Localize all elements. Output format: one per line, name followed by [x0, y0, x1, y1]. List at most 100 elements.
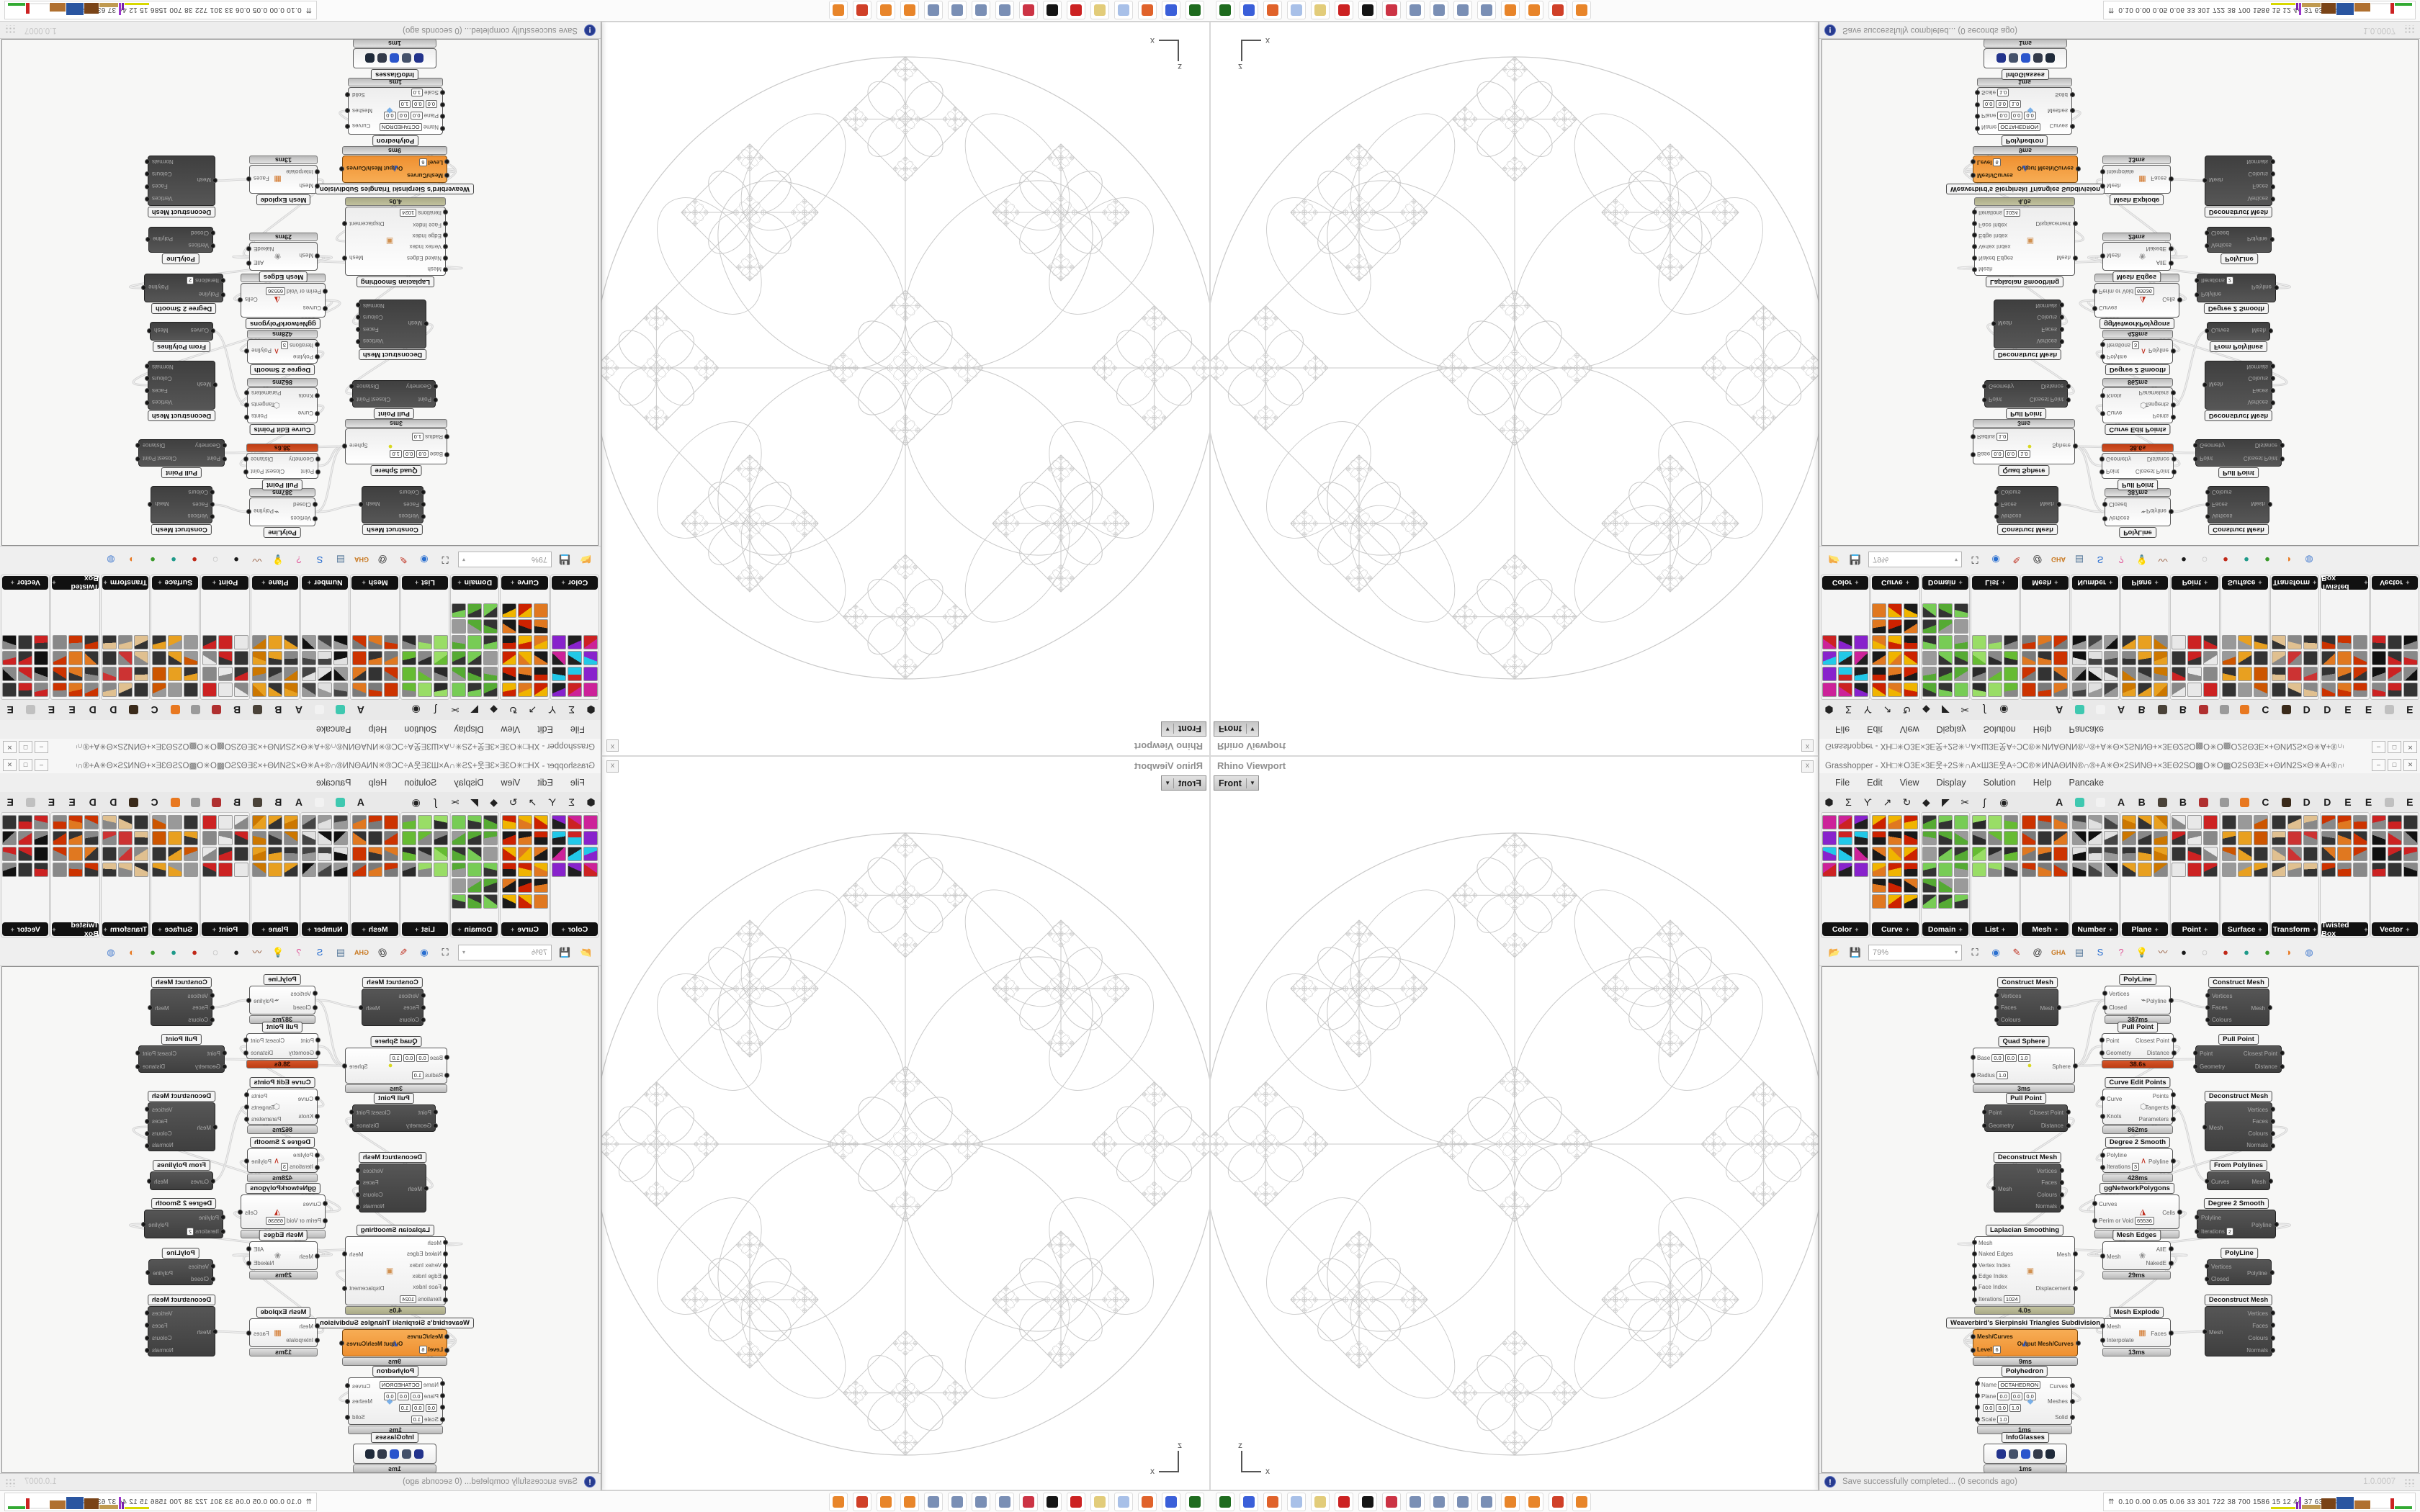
- category-tab-icon[interactable]: Σ: [1845, 796, 1852, 808]
- component-icon[interactable]: [1972, 847, 1987, 861]
- component-icon[interactable]: [567, 863, 582, 877]
- app-circle-icon[interactable]: [948, 1, 967, 19]
- app-circle-icon[interactable]: [924, 1, 943, 19]
- expand-icon[interactable]: +: [2406, 925, 2410, 933]
- component-icon[interactable]: [567, 667, 582, 681]
- component-icon[interactable]: [251, 683, 266, 697]
- component-icon[interactable]: [483, 619, 498, 634]
- component-icon[interactable]: [333, 635, 349, 649]
- output-grip[interactable]: [246, 998, 251, 1003]
- menu-edit[interactable]: Edit: [1867, 778, 1883, 788]
- ball-orange-icon[interactable]: ◑: [2285, 554, 2291, 566]
- component-icon[interactable]: [2154, 831, 2169, 845]
- input-grip[interactable]: [313, 516, 318, 521]
- component-icon[interactable]: [302, 831, 317, 845]
- component-icon[interactable]: [1888, 878, 1903, 893]
- component-icon[interactable]: [2387, 667, 2402, 681]
- component-icon[interactable]: [501, 815, 516, 829]
- component-icon[interactable]: [1888, 651, 1903, 665]
- component-icon[interactable]: [1922, 667, 1937, 681]
- component-icon[interactable]: [583, 815, 598, 829]
- ball-green-icon[interactable]: ●: [2264, 554, 2270, 566]
- component-icon[interactable]: [467, 619, 483, 634]
- category-label[interactable]: Color +: [551, 576, 598, 590]
- output-grip[interactable]: [339, 166, 344, 171]
- plugin-tab[interactable]: A: [295, 704, 302, 716]
- input-grip[interactable]: [2195, 278, 2200, 283]
- window-button[interactable]: –: [2372, 741, 2385, 753]
- component-icon[interactable]: [2154, 635, 2169, 649]
- gh-node-deconstruct-mesh[interactable]: Mesh Vertices Faces Colours Normals: [148, 1102, 215, 1151]
- notes-icon[interactable]: ▤: [336, 554, 346, 566]
- category-label[interactable]: Surface +: [152, 922, 199, 936]
- component-icon[interactable]: [2272, 651, 2287, 665]
- plugin-tab[interactable]: [2152, 796, 2173, 808]
- preview-wire-icon[interactable]: ◌: [212, 554, 218, 566]
- component-icon[interactable]: [2203, 651, 2218, 665]
- gh-node-laplacian-smoothing[interactable]: Mesh Naked Edges Vertex Index Edge Index Fac…: [345, 207, 446, 276]
- app-circle-icon[interactable]: [972, 1, 990, 19]
- component-icon[interactable]: [2172, 683, 2187, 697]
- input-grip[interactable]: [220, 1229, 225, 1234]
- component-icon[interactable]: [383, 815, 398, 829]
- component-icon[interactable]: [84, 667, 99, 681]
- component-icon[interactable]: [483, 667, 498, 681]
- output-grip[interactable]: [2270, 184, 2275, 189]
- component-icon[interactable]: [2253, 651, 2268, 665]
- output-grip[interactable]: [2076, 166, 2081, 171]
- window-buttons[interactable]: – □ ✕: [2372, 759, 2417, 771]
- gh-node-polyline[interactable]: Vertices Closed Polyline: [2105, 986, 2171, 1014]
- component-icon[interactable]: [2253, 815, 2268, 829]
- window-buttons[interactable]: – □ ✕: [3, 741, 48, 753]
- component-icon[interactable]: [152, 863, 167, 877]
- output-grip[interactable]: [238, 297, 243, 302]
- input-grip[interactable]: [2100, 1095, 2105, 1101]
- component-icon[interactable]: [2, 667, 17, 681]
- grasshopper-canvas[interactable]: Construct Mesh Vertices Faces Colours Mesh Qu…: [1, 39, 599, 546]
- component-icon[interactable]: [152, 683, 167, 697]
- component-icon[interactable]: [2154, 683, 2169, 697]
- component-icon[interactable]: [52, 667, 67, 681]
- component-icon[interactable]: [2237, 667, 2252, 681]
- output-grip[interactable]: [2070, 1399, 2075, 1404]
- component-icon[interactable]: [2138, 635, 2153, 649]
- floppy-c64-icon[interactable]: [1240, 1, 1258, 19]
- output-grip[interactable]: [2270, 158, 2275, 164]
- plugin-tab[interactable]: [330, 704, 351, 716]
- output-grip[interactable]: [345, 1383, 350, 1388]
- input-grip[interactable]: [421, 502, 426, 507]
- input-grip[interactable]: [2205, 1179, 2210, 1184]
- category-tab-icon[interactable]: ⬢: [1824, 704, 1834, 716]
- solidworks-icon[interactable]: [1335, 1, 1353, 19]
- expand-icon[interactable]: +: [1855, 925, 1859, 933]
- component-icon[interactable]: [1904, 847, 1919, 861]
- app-circle-icon[interactable]: [1406, 1, 1425, 19]
- component-icon[interactable]: [84, 847, 99, 861]
- menu-file[interactable]: File: [570, 778, 585, 788]
- component-icon[interactable]: [2371, 847, 2386, 861]
- component-icon[interactable]: [2287, 847, 2303, 861]
- component-icon[interactable]: [533, 683, 548, 697]
- gh-node-deconstruct-mesh[interactable]: Mesh Vertices Faces Colours Normals: [1994, 300, 2061, 348]
- notes-icon[interactable]: ▤: [2074, 554, 2084, 566]
- component-icon[interactable]: [1953, 847, 1968, 861]
- component-icon[interactable]: [333, 683, 349, 697]
- menu-view[interactable]: View: [1899, 778, 1919, 788]
- input-grip[interactable]: [1971, 1054, 1976, 1060]
- component-icon[interactable]: [401, 683, 416, 697]
- component-icon[interactable]: [1854, 635, 1869, 649]
- gh-node-deconstruct-mesh[interactable]: Mesh Vertices Faces Colours Normals: [2205, 156, 2272, 206]
- category-label[interactable]: Number +: [302, 922, 349, 936]
- input-grip[interactable]: [433, 1109, 438, 1115]
- menu-help[interactable]: Help: [368, 724, 387, 734]
- window-button[interactable]: □: [19, 741, 32, 753]
- component-icon[interactable]: [18, 831, 33, 845]
- input-grip[interactable]: [2205, 1264, 2210, 1269]
- component-icon[interactable]: [2087, 831, 2102, 845]
- input-grip[interactable]: [313, 502, 318, 507]
